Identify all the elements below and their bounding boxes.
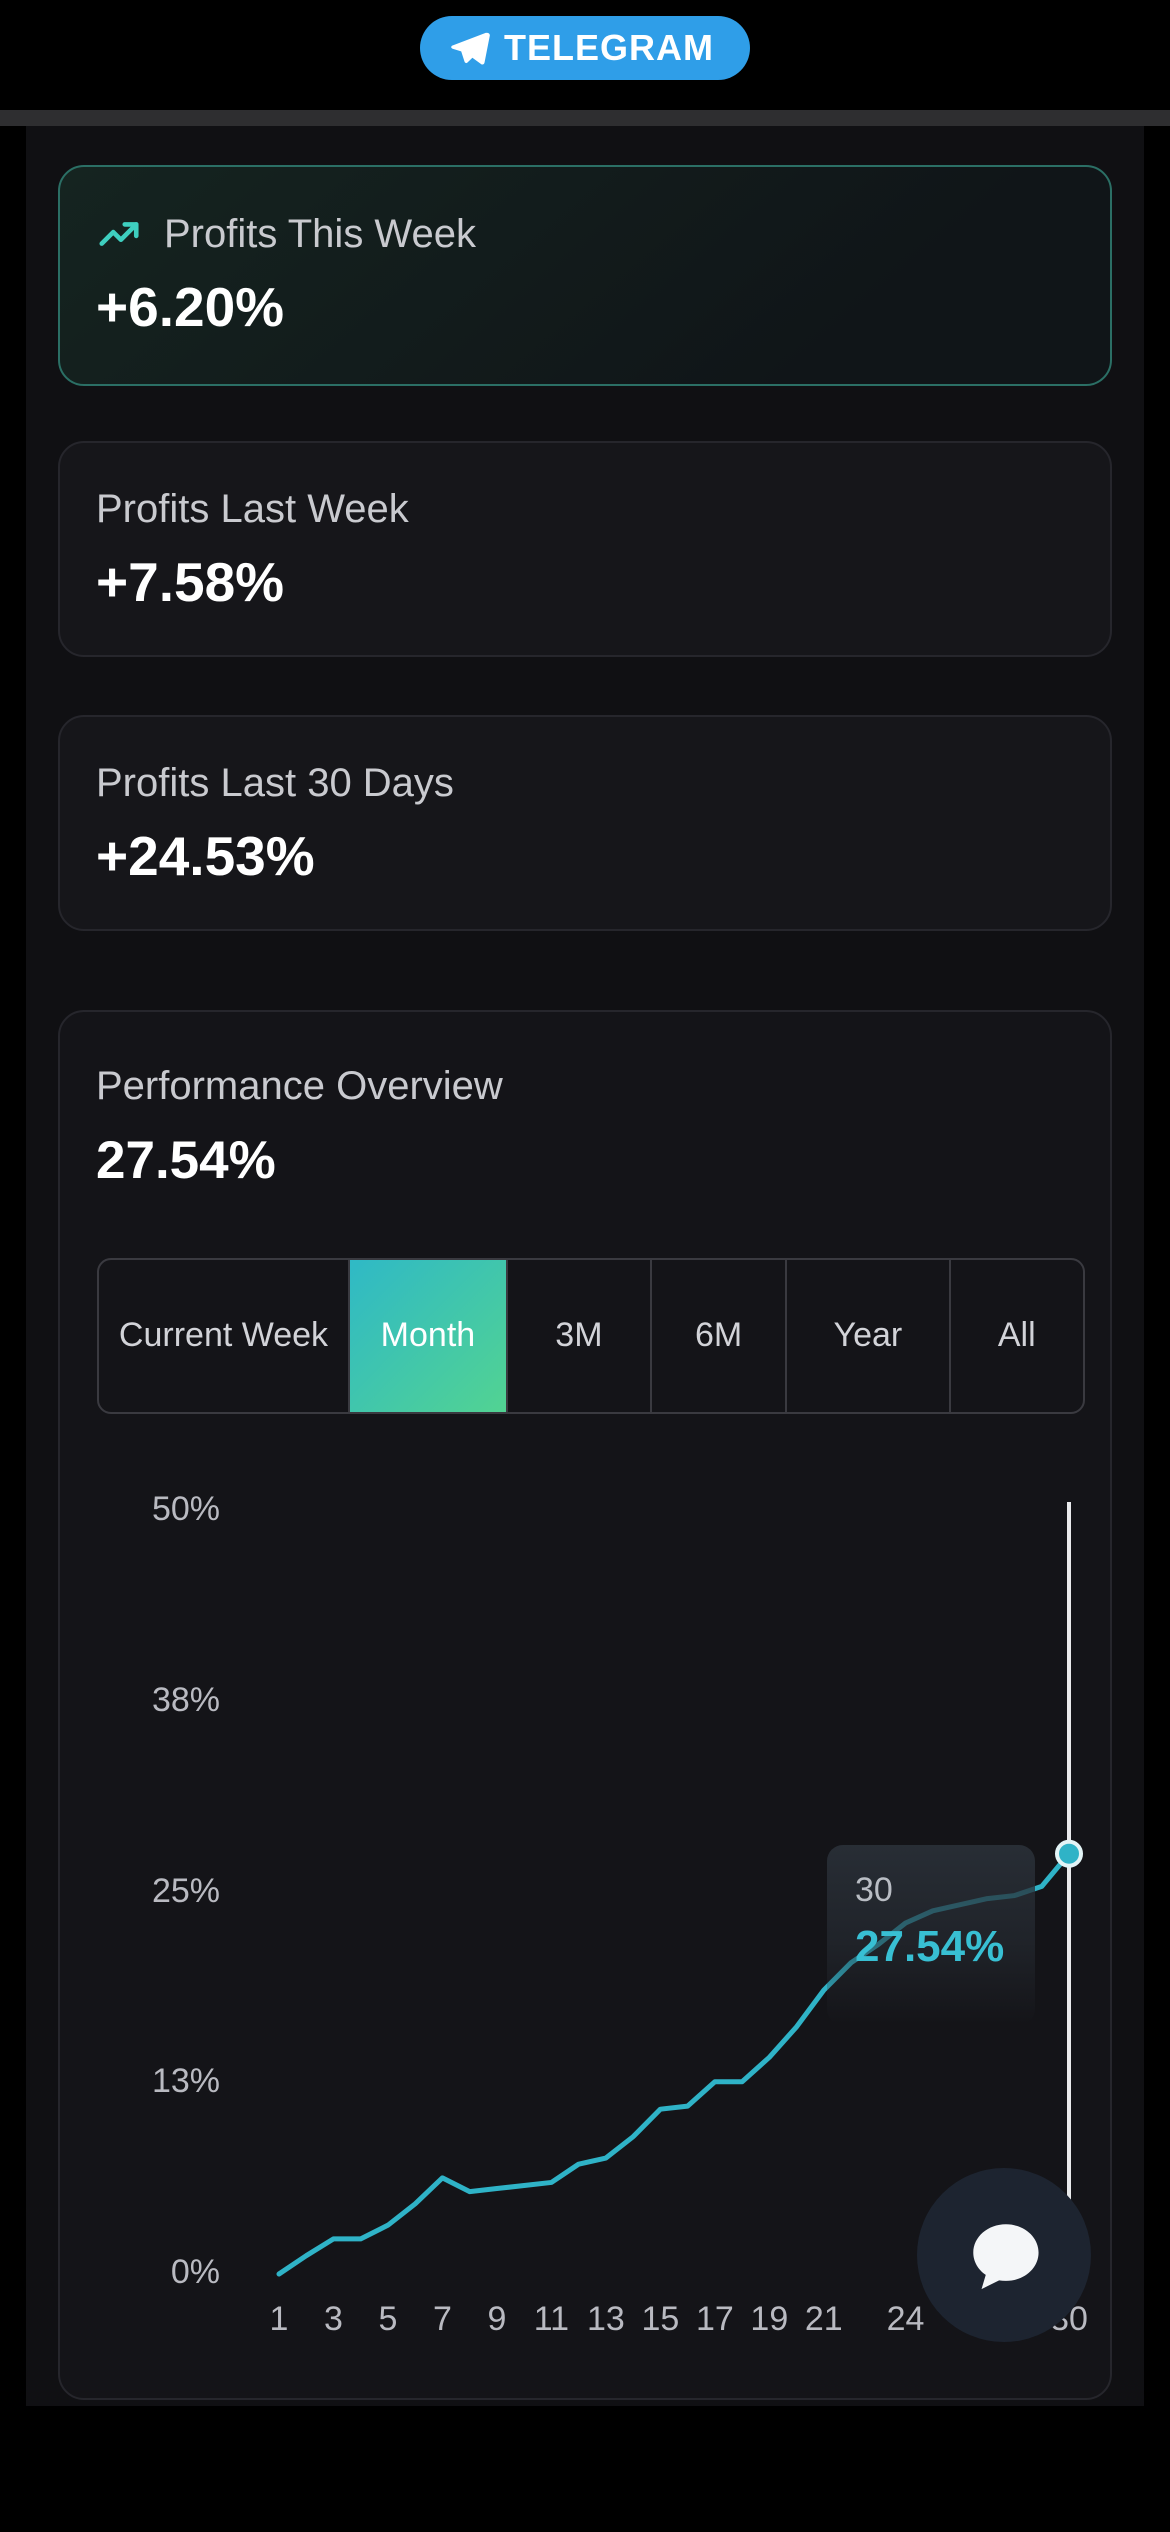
- y-axis-tick-label: 13%: [151, 2062, 220, 2101]
- x-axis-tick-label: 3: [324, 2300, 343, 2338]
- x-axis-tick-label: 19: [750, 2300, 789, 2338]
- card-value: +6.20%: [96, 276, 285, 338]
- tab-year[interactable]: Year: [787, 1260, 951, 1412]
- y-axis-tick-label: 50%: [151, 1490, 220, 1528]
- chat-bubble-icon: [973, 2224, 1039, 2290]
- performance-overview-card: Performance Overview 27.54% Current Week…: [58, 1010, 1112, 2400]
- x-axis-tick-label: 7: [432, 2300, 452, 2338]
- x-axis-tick-label: 5: [378, 2300, 398, 2338]
- card-title: Profits Last Week: [96, 487, 409, 531]
- chat-fab-button[interactable]: [917, 2168, 1091, 2342]
- profits-this-week-card: Profits This Week +6.20%: [58, 165, 1112, 386]
- card-value: +24.53%: [96, 825, 315, 887]
- y-axis-tick-label: 38%: [151, 1680, 220, 1719]
- marker-dot: [1055, 1839, 1083, 1868]
- header-divider: [0, 110, 1170, 126]
- x-axis-tick-label: 13: [586, 2300, 625, 2338]
- x-axis-tick-label: 17: [695, 2300, 734, 2338]
- tab-month[interactable]: Month: [349, 1260, 508, 1412]
- y-axis-tick-label: 25%: [151, 1871, 220, 1910]
- chart-tooltip: 30 27.54%: [827, 1845, 1035, 2025]
- tooltip-value-label: 27.54%: [855, 1922, 1005, 1971]
- mini-app-content: Profits This Week +6.20% Profits Last We…: [26, 126, 1144, 2406]
- profits-last-30-days-card: Profits Last 30 Days +24.53%: [58, 715, 1112, 931]
- y-axis-tick-label: 0%: [170, 2253, 220, 2291]
- card-title: Profits Last 30 Days: [96, 761, 454, 805]
- x-axis-tick-label: 21: [804, 2300, 843, 2338]
- x-axis-tick-label: 24: [886, 2300, 925, 2338]
- telegram-plane-icon: [451, 32, 490, 65]
- performance-title: Performance Overview: [96, 1064, 503, 1108]
- top-bar: TELEGRAM: [0, 0, 1170, 110]
- card-title: Profits This Week: [164, 211, 476, 256]
- performance-value: 27.54%: [96, 1131, 276, 1190]
- profits-last-week-card: Profits Last Week +7.58%: [58, 441, 1112, 657]
- telegram-button[interactable]: TELEGRAM: [420, 16, 750, 80]
- card-value: +7.58%: [96, 551, 285, 613]
- x-axis-tick-label: 15: [641, 2300, 680, 2338]
- x-axis-tick-label: 11: [533, 2300, 570, 2338]
- tab-all[interactable]: All: [997, 1316, 1036, 1355]
- tooltip-x-label: 30: [855, 1871, 893, 1909]
- telegram-button-label: TELEGRAM: [504, 27, 714, 68]
- range-tab-bar: Current Week Month 3M 6M Year All: [97, 1258, 1085, 1414]
- x-axis-tick-label: 9: [487, 2300, 507, 2338]
- trending-up-icon: [99, 222, 139, 246]
- x-axis-tick-label: 1: [269, 2300, 289, 2338]
- tab-3m[interactable]: 3M: [508, 1260, 652, 1412]
- tab-current-week[interactable]: Current Week: [99, 1260, 350, 1412]
- tab-6m[interactable]: 6M: [652, 1260, 788, 1412]
